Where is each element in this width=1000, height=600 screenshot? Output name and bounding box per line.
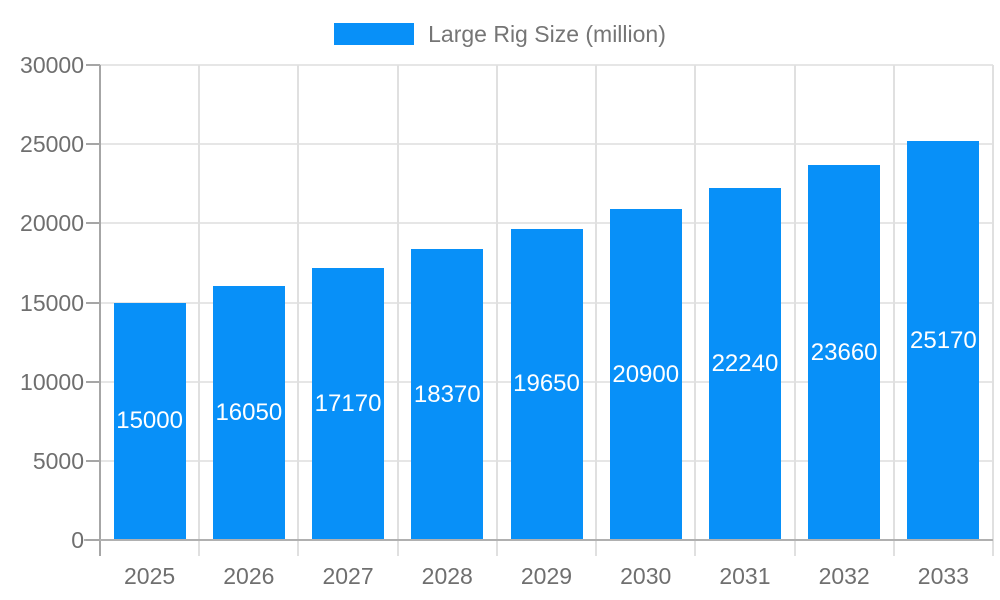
bar-value-label: 17170 <box>314 390 382 418</box>
gridline-vertical <box>992 65 994 556</box>
bar[interactable] <box>312 268 385 539</box>
gridline-horizontal <box>100 222 993 225</box>
y-tick-label: 25000 <box>20 131 84 158</box>
gridline-horizontal <box>100 64 993 66</box>
y-tick-label: 30000 <box>20 52 84 78</box>
y-axis-tick <box>86 459 100 462</box>
bar-value-label: 18370 <box>413 380 481 408</box>
x-axis-line <box>84 539 993 541</box>
y-axis-tick <box>86 301 100 304</box>
bar-value-label: 23660 <box>810 338 878 366</box>
bar-value-label: 16050 <box>215 398 283 426</box>
y-axis-tick <box>86 64 100 66</box>
bar[interactable] <box>907 141 980 539</box>
x-tick-label: 2029 <box>520 563 573 589</box>
bar-value-label: 20900 <box>612 360 680 388</box>
bar-value-label: 15000 <box>116 407 183 435</box>
y-axis-tick <box>86 222 100 225</box>
bar[interactable] <box>411 249 484 539</box>
y-tick-label: 20000 <box>20 210 84 237</box>
y-tick-label: 0 <box>71 527 84 553</box>
gridline-vertical <box>892 65 895 556</box>
y-tick-label: 10000 <box>20 368 84 395</box>
gridline-vertical <box>198 65 201 556</box>
legend-label: Large Rig Size (million) <box>428 20 666 47</box>
y-axis-tick <box>86 380 100 383</box>
gridline-vertical <box>694 65 697 556</box>
gridline-vertical <box>793 65 796 556</box>
gridline-vertical <box>396 65 399 556</box>
bar[interactable] <box>808 165 881 539</box>
bar-value-label: 19650 <box>513 370 580 398</box>
legend-swatch <box>334 23 415 45</box>
bar[interactable] <box>212 285 285 539</box>
x-tick-label: 2028 <box>421 563 473 589</box>
y-axis-line <box>99 65 101 556</box>
y-axis-tick <box>86 539 100 541</box>
gridline-vertical <box>595 65 598 556</box>
bar-value-label: 22240 <box>711 349 779 377</box>
gridline-horizontal <box>100 143 993 146</box>
y-axis-tick <box>86 143 100 146</box>
bar-value-label: 25170 <box>910 326 977 354</box>
bar[interactable] <box>113 302 186 539</box>
gridline-vertical <box>495 65 498 556</box>
x-tick-label: 2030 <box>620 563 672 589</box>
x-tick-label: 2031 <box>719 563 771 589</box>
x-tick-label: 2026 <box>223 563 275 589</box>
gridline-vertical <box>297 65 300 556</box>
x-tick-label: 2032 <box>818 563 870 589</box>
x-tick-label: 2025 <box>124 563 176 589</box>
x-tick-label: 2027 <box>322 563 374 589</box>
y-tick-label: 5000 <box>32 447 84 474</box>
bar[interactable] <box>510 228 583 539</box>
x-tick-label: 2033 <box>917 563 969 589</box>
legend[interactable]: Large Rig Size (million) <box>0 21 1000 47</box>
bar[interactable] <box>708 187 781 539</box>
bar[interactable] <box>609 209 682 539</box>
y-tick-label: 15000 <box>20 289 84 316</box>
